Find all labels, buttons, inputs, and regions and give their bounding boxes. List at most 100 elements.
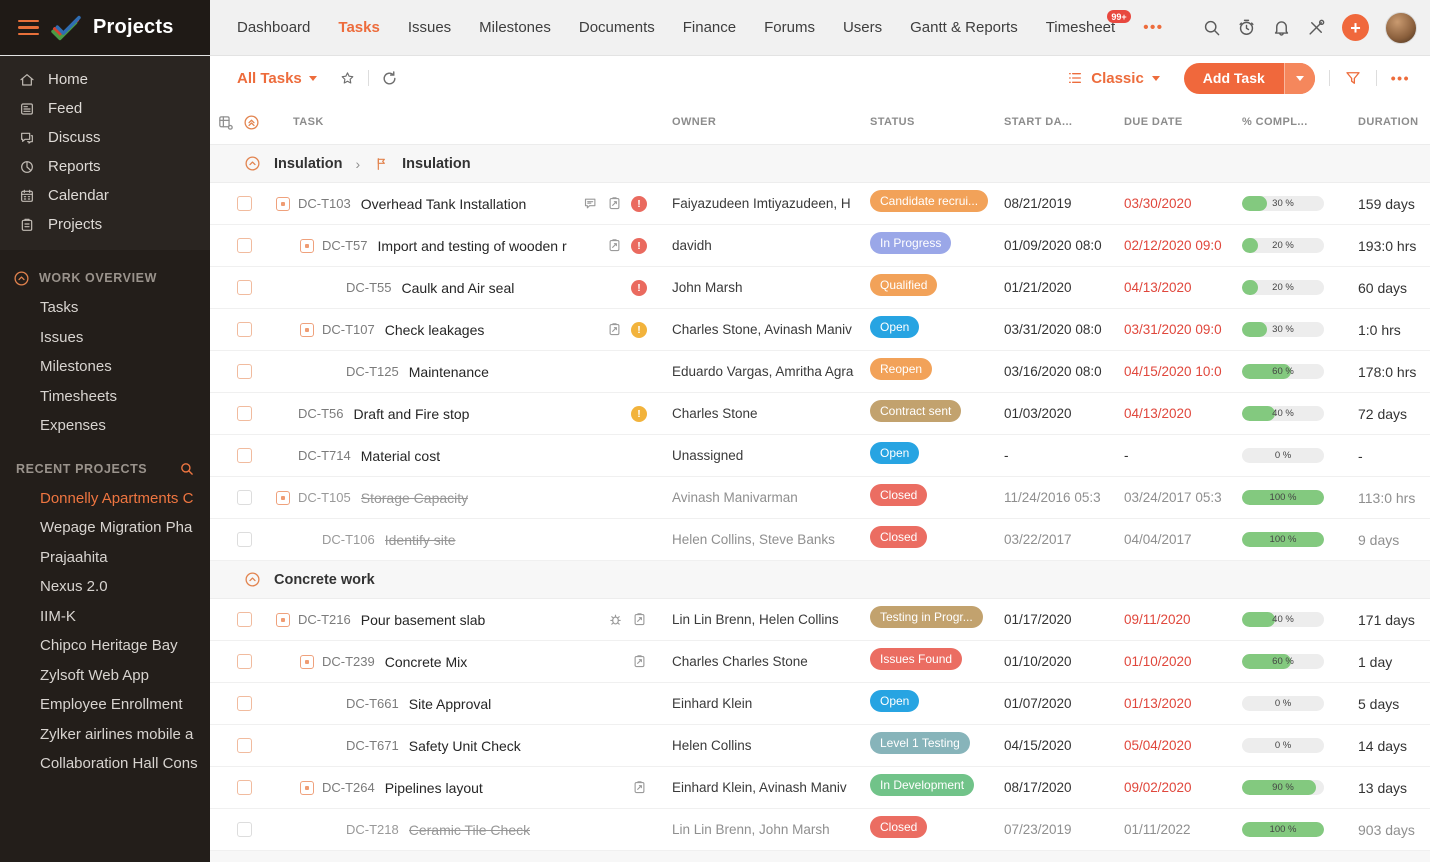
log-icon[interactable] <box>632 654 647 669</box>
owner-cell[interactable]: davidh <box>672 238 712 254</box>
start-date-cell[interactable]: 04/15/2020 <box>1004 738 1072 754</box>
owner-cell[interactable]: Eduardo Vargas, Amritha Agra <box>672 364 854 380</box>
row-checkbox[interactable] <box>237 280 252 296</box>
task-title[interactable]: Pour basement slab <box>360 611 486 628</box>
row-checkbox[interactable] <box>237 654 252 670</box>
owner-cell[interactable]: Einhard Klein <box>672 696 753 712</box>
start-date-cell[interactable]: 03/16/2020 08:0 <box>1004 364 1102 380</box>
row-checkbox[interactable] <box>237 196 252 212</box>
sidebar-item-feed[interactable]: Feed <box>0 94 210 123</box>
work-overview-item-timesheets[interactable]: Timesheets <box>40 387 117 405</box>
status-badge[interactable]: Issues Found <box>870 648 963 671</box>
due-date-cell[interactable]: 03/24/2017 05:3 <box>1124 490 1222 506</box>
tools-icon[interactable] <box>1307 18 1326 37</box>
status-badge[interactable]: Candidate recrui... <box>870 190 989 213</box>
owner-cell[interactable]: Helen Collins, Steve Banks <box>672 532 835 548</box>
progress-bar[interactable]: 0 % <box>1242 738 1324 754</box>
progress-bar[interactable]: 100 % <box>1242 532 1324 548</box>
due-date-cell[interactable]: 04/15/2020 10:0 <box>1124 364 1222 380</box>
recent-project-employee-enrollment[interactable]: Employee Enrollment <box>40 696 183 714</box>
row-checkbox[interactable] <box>237 532 252 548</box>
group-title[interactable]: Concrete work <box>274 571 375 588</box>
table-row[interactable]: DC-T218 Ceramic Tile Check Lin Lin Brenn, … <box>210 809 1430 852</box>
start-date-cell[interactable]: 03/22/2017 <box>1004 532 1072 548</box>
due-date-cell[interactable]: 03/30/2020 <box>1124 196 1192 212</box>
recent-project-zylker-airlines-mobile-a[interactable]: Zylker airlines mobile a <box>40 725 194 743</box>
owner-cell[interactable]: John Marsh <box>672 280 743 296</box>
owner-cell[interactable]: Lin Lin Brenn, Helen Collins <box>672 612 839 628</box>
due-date-cell[interactable]: 01/13/2020 <box>1124 696 1192 712</box>
quick-add-button[interactable]: + <box>1342 14 1369 41</box>
due-date-cell[interactable]: 01/10/2020 <box>1124 654 1192 670</box>
task-title[interactable]: Identify site <box>384 531 456 548</box>
task-title[interactable]: Concrete Mix <box>384 653 468 670</box>
progress-bar[interactable]: 0 % <box>1242 696 1324 712</box>
column-header-task[interactable]: TASK <box>210 114 662 131</box>
row-checkbox[interactable] <box>237 448 252 464</box>
collapse-all-icon[interactable] <box>243 114 260 131</box>
row-checkbox[interactable] <box>237 238 252 254</box>
owner-cell[interactable]: Helen Collins <box>672 738 752 754</box>
comment-icon[interactable] <box>583 196 598 211</box>
progress-bar[interactable]: 100 % <box>1242 490 1324 506</box>
recent-project-prajaahita[interactable]: Prajaahita <box>40 548 108 566</box>
sidebar-item-reports[interactable]: Reports <box>0 152 210 181</box>
filter-icon[interactable] <box>1344 69 1362 87</box>
column-header-owner[interactable]: OWNER <box>672 116 717 129</box>
recent-project-collaboration-hall-cons[interactable]: Collaboration Hall Cons <box>40 755 198 773</box>
task-title[interactable]: Site Approval <box>408 695 492 712</box>
start-date-cell[interactable]: 07/23/2019 <box>1004 822 1072 838</box>
refresh-icon[interactable] <box>381 70 398 87</box>
owner-cell[interactable]: Einhard Klein, Avinash Maniv <box>672 780 847 796</box>
task-view-filter-dropdown[interactable]: All Tasks <box>237 70 317 87</box>
subtask-expand-toggle[interactable] <box>300 654 314 669</box>
nav-item-milestones[interactable]: Milestones <box>479 19 551 36</box>
add-task-button[interactable]: Add Task <box>1183 62 1315 94</box>
progress-bar[interactable]: 40 % <box>1242 406 1324 422</box>
table-row[interactable]: DC-T264 Pipelines layout Einhard Klein, Av… <box>210 767 1430 810</box>
row-checkbox[interactable] <box>237 822 252 838</box>
owner-cell[interactable]: Charles Stone, Avinash Maniv <box>672 322 852 338</box>
recent-project-donnelly-apartments-c[interactable]: Donnelly Apartments C <box>40 489 194 507</box>
table-row[interactable]: DC-T107 Check leakages! Charles Stone, Avi… <box>210 309 1430 352</box>
progress-bar[interactable]: 100 % <box>1242 822 1324 838</box>
due-date-cell[interactable]: 03/31/2020 09:0 <box>1124 322 1222 338</box>
log-icon[interactable] <box>632 612 647 627</box>
status-badge[interactable]: Open <box>870 316 920 339</box>
nav-item-users[interactable]: Users <box>842 19 883 36</box>
nav-item-forums[interactable]: Forums <box>764 19 815 36</box>
table-row[interactable]: DC-T56 Draft and Fire stop! Charles Stone C… <box>210 393 1430 436</box>
sidebar-item-calendar[interactable]: Calendar <box>0 181 210 210</box>
task-title[interactable]: Pipelines layout <box>384 779 483 796</box>
task-title[interactable]: Check leakages <box>384 321 485 338</box>
owner-cell[interactable]: Charles Stone <box>672 406 758 422</box>
status-badge[interactable]: Contract sent <box>870 400 962 423</box>
hamburger-menu-icon[interactable] <box>18 19 39 36</box>
nav-item-tasks[interactable]: Tasks <box>338 19 380 36</box>
subtask-expand-toggle[interactable] <box>300 780 314 795</box>
recent-project-zylsoft-web-app[interactable]: Zylsoft Web App <box>40 666 149 684</box>
task-title[interactable]: Ceramic Tile Check <box>408 821 531 838</box>
row-checkbox[interactable] <box>237 738 252 754</box>
table-row[interactable]: DC-T103 Overhead Tank Installation! Faiyaz… <box>210 183 1430 226</box>
column-header-start-da[interactable]: START DA... <box>1004 116 1073 129</box>
subtask-expand-toggle[interactable] <box>300 238 314 253</box>
recent-project-iim-k[interactable]: IIM-K <box>40 607 76 625</box>
column-header-due-date[interactable]: DUE DATE <box>1124 116 1183 129</box>
collapse-group-icon[interactable] <box>244 155 261 172</box>
start-date-cell[interactable]: 01/21/2020 <box>1004 280 1072 296</box>
due-date-cell[interactable]: - <box>1124 448 1129 464</box>
recent-project-chipco-heritage-bay[interactable]: Chipco Heritage Bay <box>40 637 178 655</box>
progress-bar[interactable]: 60 % <box>1242 364 1324 380</box>
work-overview-item-issues[interactable]: Issues <box>40 328 84 346</box>
progress-bar[interactable]: 30 % <box>1242 196 1324 212</box>
row-checkbox[interactable] <box>237 612 252 628</box>
nav-item-finance[interactable]: Finance <box>682 19 737 36</box>
start-date-cell[interactable]: 01/10/2020 <box>1004 654 1072 670</box>
log-icon[interactable] <box>607 196 622 211</box>
status-badge[interactable]: Open <box>870 690 920 713</box>
work-overview-item-tasks[interactable]: Tasks <box>40 299 79 317</box>
due-date-cell[interactable]: 04/13/2020 <box>1124 406 1192 422</box>
bell-icon[interactable] <box>1272 18 1291 37</box>
owner-cell[interactable]: Faiyazudeen Imtiyazudeen, H <box>672 196 851 212</box>
